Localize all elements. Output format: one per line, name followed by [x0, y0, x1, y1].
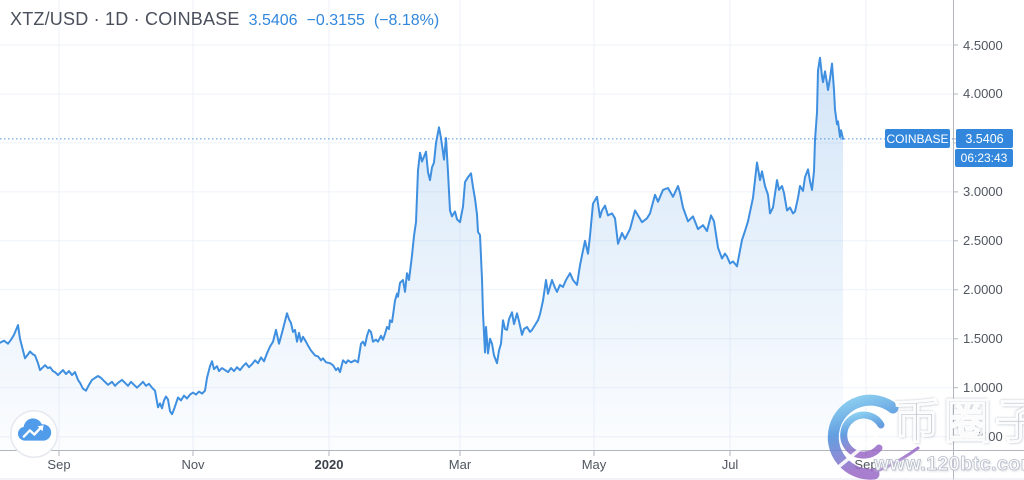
- price-tick-label: 0.5000: [963, 429, 1003, 445]
- exchange-price-source-tag: COINBASE: [885, 129, 950, 149]
- price-tick-label: 4.5000: [963, 37, 1003, 53]
- area-fill: [0, 57, 843, 450]
- time-tick-label: Nov: [181, 457, 205, 472]
- symbol-title[interactable]: XTZ/USD · 1D · COINBASE: [10, 9, 240, 29]
- price-tick-label: 3.0000: [963, 184, 1003, 200]
- time-tick-label: Jul: [721, 457, 739, 472]
- last-price-tag: 3.5406: [956, 129, 1013, 149]
- price-axis[interactable]: 4.50004.00003.50003.00002.50002.00001.50…: [954, 0, 1024, 450]
- time-tick-label: Mar: [448, 457, 472, 472]
- price-tick-label: 4.0000: [963, 86, 1003, 102]
- price-tick-label: 1.5000: [963, 331, 1003, 347]
- symbol-header: XTZ/USD · 1D · COINBASE 3.5406 −0.3155 (…: [10, 9, 439, 30]
- price-change-value: −0.3155: [306, 12, 365, 29]
- time-tick-label: Sep: [47, 457, 71, 472]
- time-tick-label: 2020: [314, 457, 344, 472]
- time-tick-label: May: [581, 457, 607, 472]
- tradingview-logo[interactable]: [9, 409, 59, 459]
- time-axis[interactable]: Sep Nov 2020 Mar May Jul Sep: [0, 451, 1024, 480]
- last-price-value: 3.5406: [248, 12, 298, 29]
- tradingview-cloud-icon: [9, 409, 59, 459]
- price-change-percent: (−8.18%): [373, 12, 440, 29]
- price-tick-label: 2.5000: [963, 233, 1003, 249]
- price-series-line: [0, 56, 844, 416]
- bar-close-countdown: 06:23:43: [955, 148, 1013, 167]
- price-tick-label: 2.0000: [963, 282, 1003, 298]
- price-tick-label: 1.0000: [963, 380, 1003, 396]
- time-tick-label: Sep: [854, 457, 878, 472]
